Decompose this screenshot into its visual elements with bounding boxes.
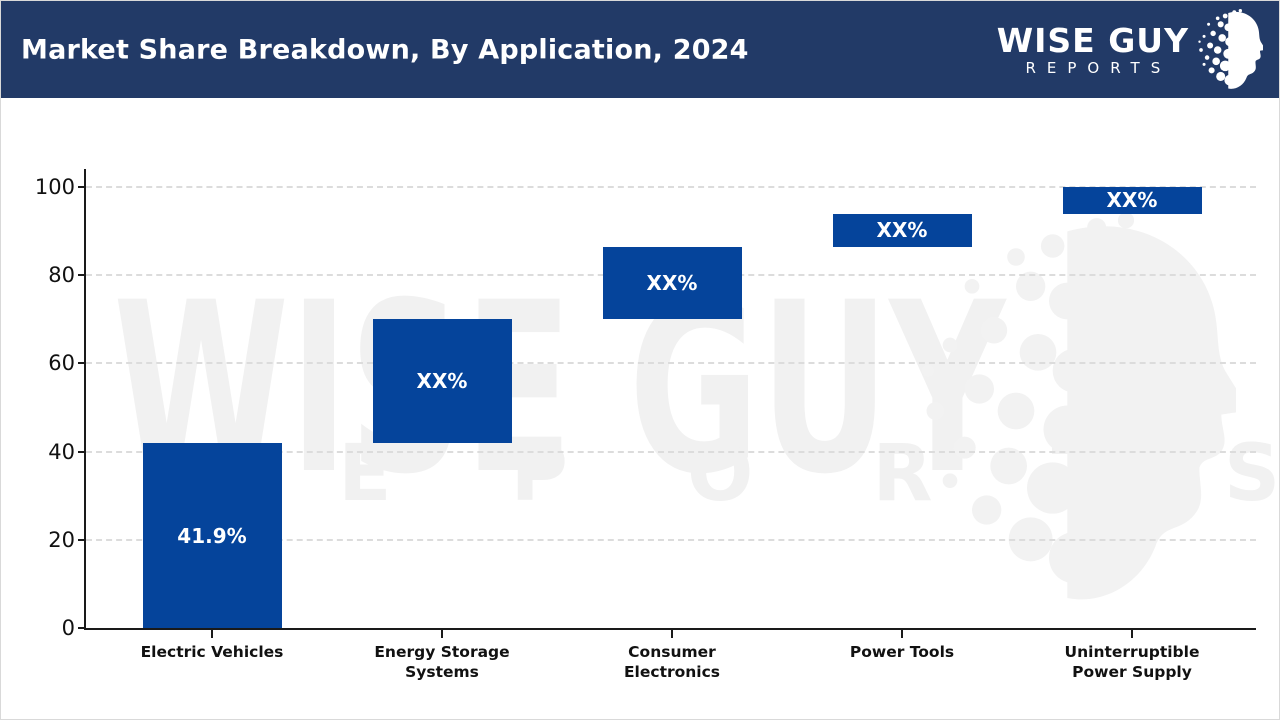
x-category-label-line: Power Supply: [1072, 663, 1192, 681]
bar-energy-storage-systems: XX%: [372, 318, 512, 444]
x-tick-4: [1131, 630, 1133, 638]
bar-power-tools: XX%: [832, 213, 972, 247]
logo-text: WISE GUY REPORTS: [996, 21, 1189, 78]
y-tick-20: [78, 538, 86, 541]
x-category-label-3: Power Tools: [850, 642, 954, 662]
bar-value-label: XX%: [1106, 188, 1158, 213]
x-category-label-4: Uninterruptible Power Supply: [1065, 642, 1200, 682]
wiseguy-face-icon: [922, 212, 1236, 600]
bar-uninterruptible-power-supply: XX%: [1062, 187, 1202, 214]
gridline-40: [86, 450, 1256, 453]
y-tick-label-80: 80: [48, 263, 75, 288]
x-category-label-line: Electronics: [623, 663, 721, 681]
y-tick-label-100: 100: [34, 175, 75, 199]
x-category-label-line: Power Tools: [849, 643, 955, 661]
x-category-label-line: Systems: [405, 663, 479, 681]
logo-wiseguy-text: WISE GUY: [996, 21, 1189, 60]
x-tick-2: [671, 630, 673, 638]
bar-value-label: XX%: [416, 369, 468, 394]
watermark-face-logo: [906, 196, 1236, 626]
x-category-label-1: Energy Storage Systems: [374, 642, 509, 682]
x-tick-1: [441, 630, 443, 638]
y-tick-40: [78, 450, 86, 453]
y-tick-label-20: 20: [48, 527, 75, 552]
x-category-label-line: Uninterruptible: [1064, 643, 1200, 661]
wiseguy-face-icon: [1198, 9, 1263, 89]
y-axis: [84, 169, 86, 630]
bar-electric-vehicles: 41.9%: [142, 443, 282, 628]
x-category-label-line: Electric Vehicles: [140, 643, 284, 661]
y-tick-80: [78, 274, 86, 277]
x-category-label-2: Consumer Electronics: [624, 642, 720, 682]
logo-reports-text: REPORTS: [1025, 59, 1172, 77]
y-tick-100: [78, 186, 86, 188]
y-tick-label-60: 60: [48, 351, 75, 376]
wiseguy-reports-logo: WISE GUY REPORTS: [997, 7, 1263, 93]
y-tick-0: [78, 627, 86, 629]
header-bar: Market Share Breakdown, By Application, …: [1, 1, 1279, 98]
gridline-20: [86, 538, 1256, 541]
y-tick-60: [78, 362, 86, 365]
x-category-label-0: Electric Vehicles: [141, 642, 284, 662]
x-category-label-line: Energy Storage: [374, 643, 510, 661]
x-tick-0: [211, 630, 213, 638]
x-tick-3: [901, 630, 903, 638]
bar-consumer-electronics: XX%: [602, 246, 742, 319]
bar-value-label: 41.9%: [177, 523, 247, 548]
gridline-60: [86, 362, 1256, 365]
bar-value-label: XX%: [876, 218, 928, 243]
y-tick-label-0: 0: [61, 616, 75, 640]
x-axis: [84, 628, 1256, 630]
bar-value-label: XX%: [646, 270, 698, 295]
x-category-label-line: Consumer: [628, 643, 716, 661]
y-tick-label-40: 40: [48, 439, 75, 464]
bar-chart: 0 20 40 60 80 100 41.9% Electric Vehicles XX% Ene…: [1, 98, 1279, 719]
page-title: Market Share Breakdown, By Application, …: [21, 34, 749, 65]
gridline-100: [86, 186, 1256, 188]
